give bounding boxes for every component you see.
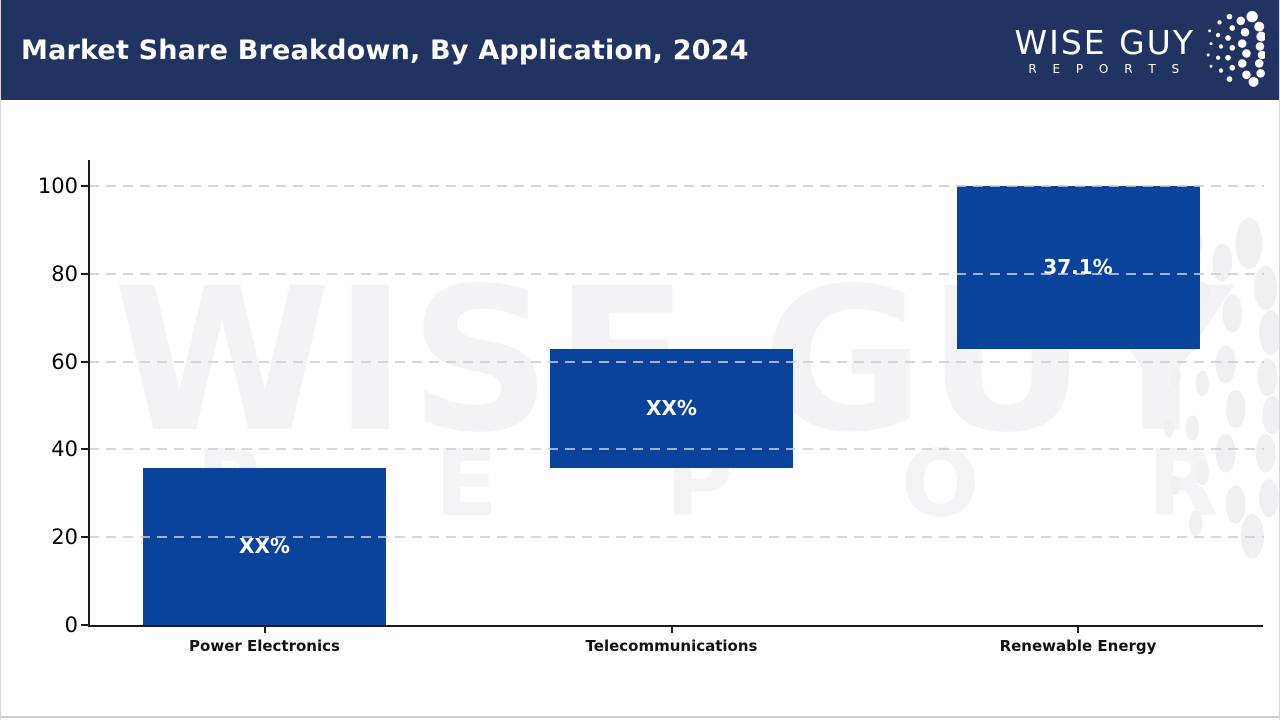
y-tick-label: 0 xyxy=(64,613,78,637)
watermark-face-icon xyxy=(1164,218,1279,559)
x-category-label: Telecommunications xyxy=(585,637,758,655)
gridline-60 xyxy=(89,360,1264,363)
bottom-border xyxy=(1,716,1279,718)
y-tick-mark xyxy=(81,448,89,451)
gridline-20 xyxy=(89,536,1264,539)
gridline-40 xyxy=(89,448,1264,451)
bar-value-label: 37.1% xyxy=(1043,255,1113,280)
y-tick-mark xyxy=(81,360,89,363)
page-title: Market Share Breakdown, By Application, … xyxy=(21,34,749,66)
y-tick-mark xyxy=(81,536,89,539)
bar-value-label: XX% xyxy=(646,396,697,421)
dotted-face-icon xyxy=(1206,11,1265,87)
x-category-label: Power Electronics xyxy=(189,637,340,655)
y-tick-label: 100 xyxy=(37,174,78,198)
bar-power-electronics: XX% xyxy=(143,467,386,625)
y-tick-label: 40 xyxy=(51,437,78,462)
x-axis-line xyxy=(88,625,1263,627)
logo-subtitle: R E P O R T S xyxy=(1028,61,1186,76)
bar-value-label: XX% xyxy=(239,534,290,559)
bar-telecommunications: XX% xyxy=(550,348,793,468)
x-tick-mark xyxy=(263,626,266,633)
y-tick-mark xyxy=(81,624,89,626)
x-tick-mark xyxy=(670,626,673,633)
gridline-80 xyxy=(89,272,1264,275)
logo-wordmark: WISE GUY xyxy=(1014,22,1195,62)
y-tick-label: 80 xyxy=(51,261,78,286)
header-bar: Market Share Breakdown, By Application, … xyxy=(1,0,1279,100)
y-tick-label: 60 xyxy=(51,349,78,374)
chart-area: WISE GUY R E P O R T S 020406080100XX%XX… xyxy=(1,100,1279,718)
bar-renewable-energy: 37.1% xyxy=(956,186,1200,349)
y-tick-mark xyxy=(81,272,89,275)
x-category-label: Renewable Energy xyxy=(999,637,1157,655)
x-tick-mark xyxy=(1077,626,1079,633)
y-tick-label: 20 xyxy=(51,525,78,550)
y-axis-line xyxy=(88,160,90,627)
gridline-100 xyxy=(89,185,1264,187)
y-tick-mark xyxy=(81,185,89,187)
wise-guy-logo: WISE GUY R E P O R T S xyxy=(1014,11,1265,89)
logo-text: WISE GUY R E P O R T S xyxy=(1014,26,1195,75)
